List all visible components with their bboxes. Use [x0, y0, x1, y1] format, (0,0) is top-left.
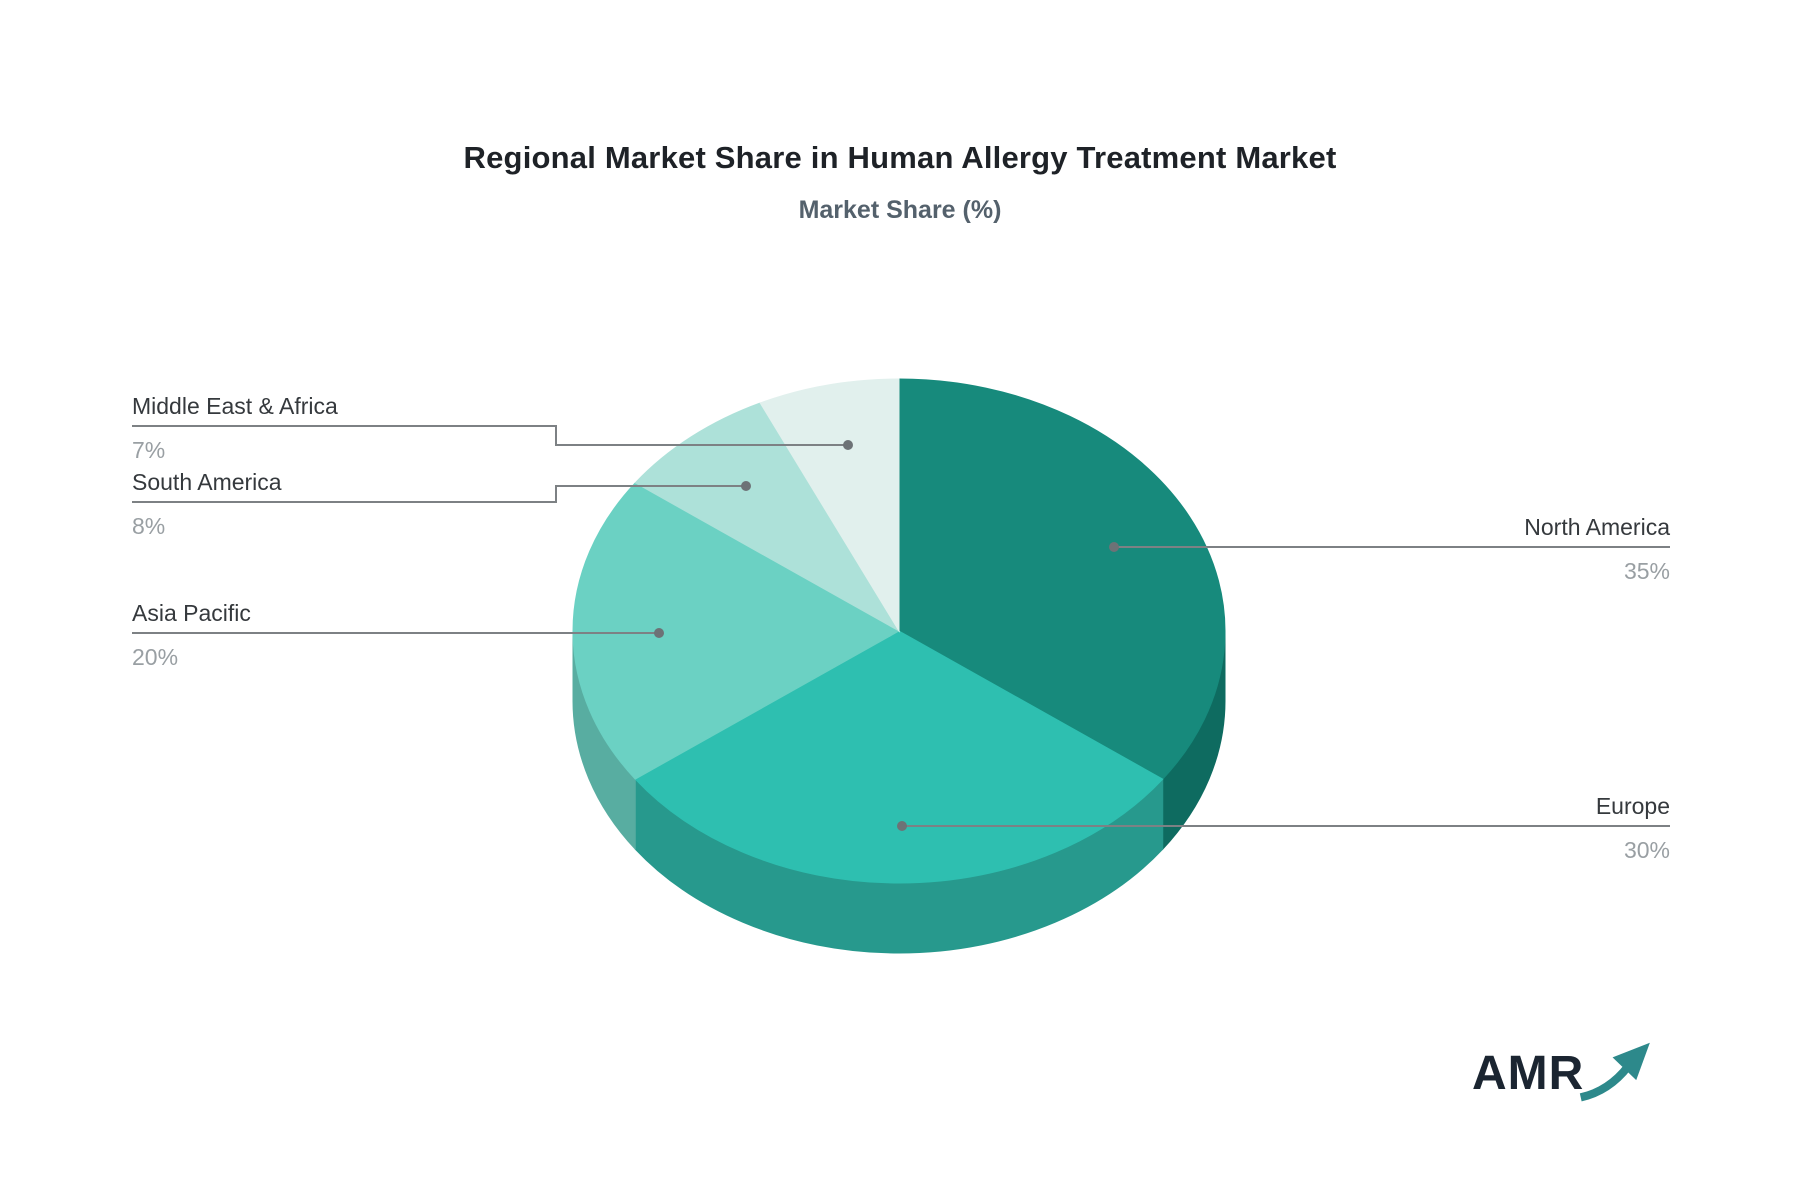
leader-dot-south-america	[741, 481, 751, 491]
callout-value-north-america: 35%	[1623, 558, 1670, 584]
callout-label-middle-east-africa: Middle East & Africa	[132, 393, 338, 419]
leader-line-asia-pacific	[132, 632, 659, 634]
leader-dot-asia-pacific	[654, 628, 664, 638]
label-underline-middle-east-africa	[132, 425, 557, 427]
callout-value-middle-east-africa: 7%	[132, 437, 166, 463]
callout-label-north-america: North America	[1524, 514, 1670, 540]
chart-title: Regional Market Share in Human Allergy T…	[463, 140, 1337, 175]
pie-slice-south-america	[634, 402, 901, 633]
callout-label-south-america: South America	[132, 469, 282, 495]
pie-slice-middle-east-africa	[759, 378, 900, 633]
amr-logo: AMR	[1472, 1034, 1662, 1114]
amr-logo-text: AMR	[1472, 1047, 1585, 1100]
callout-label-europe: Europe	[1595, 793, 1670, 819]
callout-value-europe: 30%	[1623, 837, 1670, 863]
leader-step-middle-east-africa	[555, 425, 557, 446]
leader-line-europe	[902, 825, 1670, 827]
leader-step-south-america	[555, 485, 557, 503]
leader-dot-europe	[897, 821, 907, 831]
callout-value-south-america: 8%	[132, 513, 166, 539]
pie-slice-asia-pacific	[572, 482, 901, 780]
leader-line-south-america	[557, 485, 746, 487]
amr-logo-arrow-icon	[1580, 1042, 1651, 1102]
leader-dot-middle-east-africa	[843, 440, 853, 450]
callout-value-asia-pacific: 20%	[132, 644, 179, 670]
pie-slice-north-america	[898, 378, 1226, 780]
chart-subtitle: Market Share (%)	[798, 196, 1002, 224]
callout-label-asia-pacific: Asia Pacific	[132, 600, 251, 626]
leader-line-north-america	[1114, 546, 1670, 548]
leader-dot-north-america	[1109, 542, 1119, 552]
leader-line-middle-east-africa	[557, 444, 848, 446]
label-underline-south-america	[132, 501, 557, 503]
